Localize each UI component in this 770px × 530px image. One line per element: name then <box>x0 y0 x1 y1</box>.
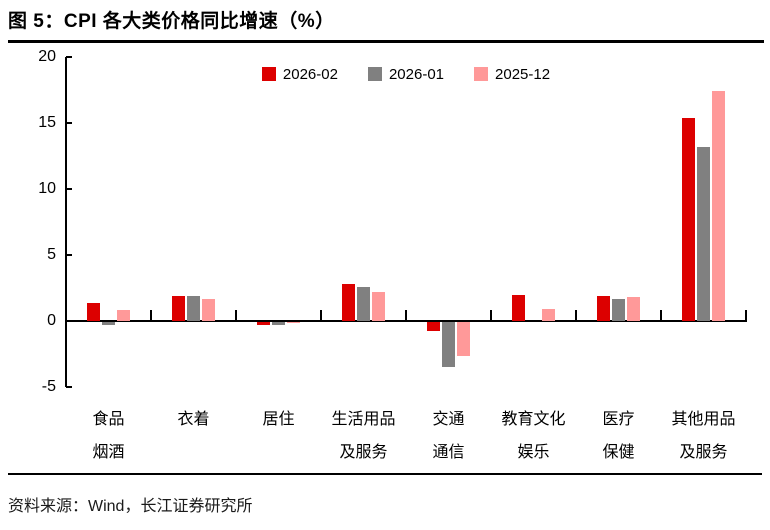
bar <box>372 291 385 321</box>
bar <box>117 310 130 321</box>
y-axis-tick <box>66 386 72 388</box>
figure-title: 图 5：CPI 各大类价格同比增速（%） <box>8 11 335 32</box>
legend-item: 2026-02 <box>261 65 338 83</box>
bar <box>597 295 610 321</box>
bar <box>202 298 215 321</box>
bar <box>357 286 370 321</box>
legend-swatch-icon <box>474 67 489 81</box>
y-axis-tick-label: 20 <box>38 48 56 65</box>
bar <box>627 297 640 321</box>
bar <box>342 284 355 321</box>
x-axis-category-label: 医疗 保健 <box>602 411 635 461</box>
bar <box>712 91 725 321</box>
y-axis-tick <box>66 122 72 124</box>
x-axis-category-tick <box>660 310 662 320</box>
x-axis-category-tick <box>745 310 747 320</box>
x-axis-category-label: 教育文化 娱乐 <box>501 411 566 461</box>
bar <box>87 302 100 321</box>
bar <box>287 322 300 324</box>
bar <box>257 322 270 325</box>
x-axis-category-tick <box>405 310 407 320</box>
y-axis-line <box>65 57 67 387</box>
chart-legend: 2026-02 2026-01 2025-12 <box>66 64 746 84</box>
x-axis-category-label: 交通 通信 <box>432 411 465 461</box>
bar <box>272 322 285 325</box>
y-axis-tick-label: 10 <box>38 180 56 197</box>
y-axis-tick-label: 5 <box>47 246 56 263</box>
x-axis-category-label: 衣着 <box>177 411 210 428</box>
y-axis-tick <box>66 188 72 190</box>
bar <box>172 295 185 321</box>
bar <box>187 295 200 321</box>
x-axis-category-label: 其他用品 及服务 <box>671 411 736 461</box>
bar <box>542 309 555 321</box>
x-axis-category-tick <box>320 310 322 320</box>
bar <box>427 322 440 332</box>
legend-item: 2026-01 <box>367 65 445 83</box>
bar <box>682 117 695 321</box>
bar <box>102 322 115 325</box>
x-axis-category-tick <box>235 310 237 320</box>
legend-label: 2026-01 <box>388 65 445 83</box>
source-note: 资料来源：Wind，长江证券研究所 <box>8 498 253 515</box>
bar <box>442 322 455 367</box>
y-axis-tick-label: 15 <box>38 114 56 131</box>
x-axis-category-label: 生活用品 及服务 <box>331 411 396 461</box>
legend-item: 2025-12 <box>474 66 550 83</box>
x-axis-category-tick <box>575 310 577 320</box>
figure-bottom-divider <box>8 473 762 475</box>
x-axis-category-label: 居住 <box>262 411 295 428</box>
legend-label: 2025-12 <box>495 65 551 83</box>
y-axis-tick <box>66 254 72 256</box>
y-axis-tick <box>66 56 72 58</box>
bar <box>697 146 710 321</box>
bar <box>457 322 470 357</box>
y-axis-tick-label: 0 <box>47 312 56 329</box>
bar <box>612 298 625 321</box>
x-axis-category-label: 食品 烟酒 <box>92 411 125 461</box>
x-axis-category-tick <box>150 310 152 320</box>
title-divider <box>8 40 764 43</box>
y-axis-tick-label: -5 <box>41 378 56 395</box>
x-axis-zero-line <box>65 320 747 322</box>
legend-swatch-icon <box>261 67 276 81</box>
x-axis-category-tick <box>490 310 492 320</box>
legend-label: 2026-02 <box>282 65 338 83</box>
bar <box>512 294 525 321</box>
legend-swatch-icon <box>367 67 382 81</box>
